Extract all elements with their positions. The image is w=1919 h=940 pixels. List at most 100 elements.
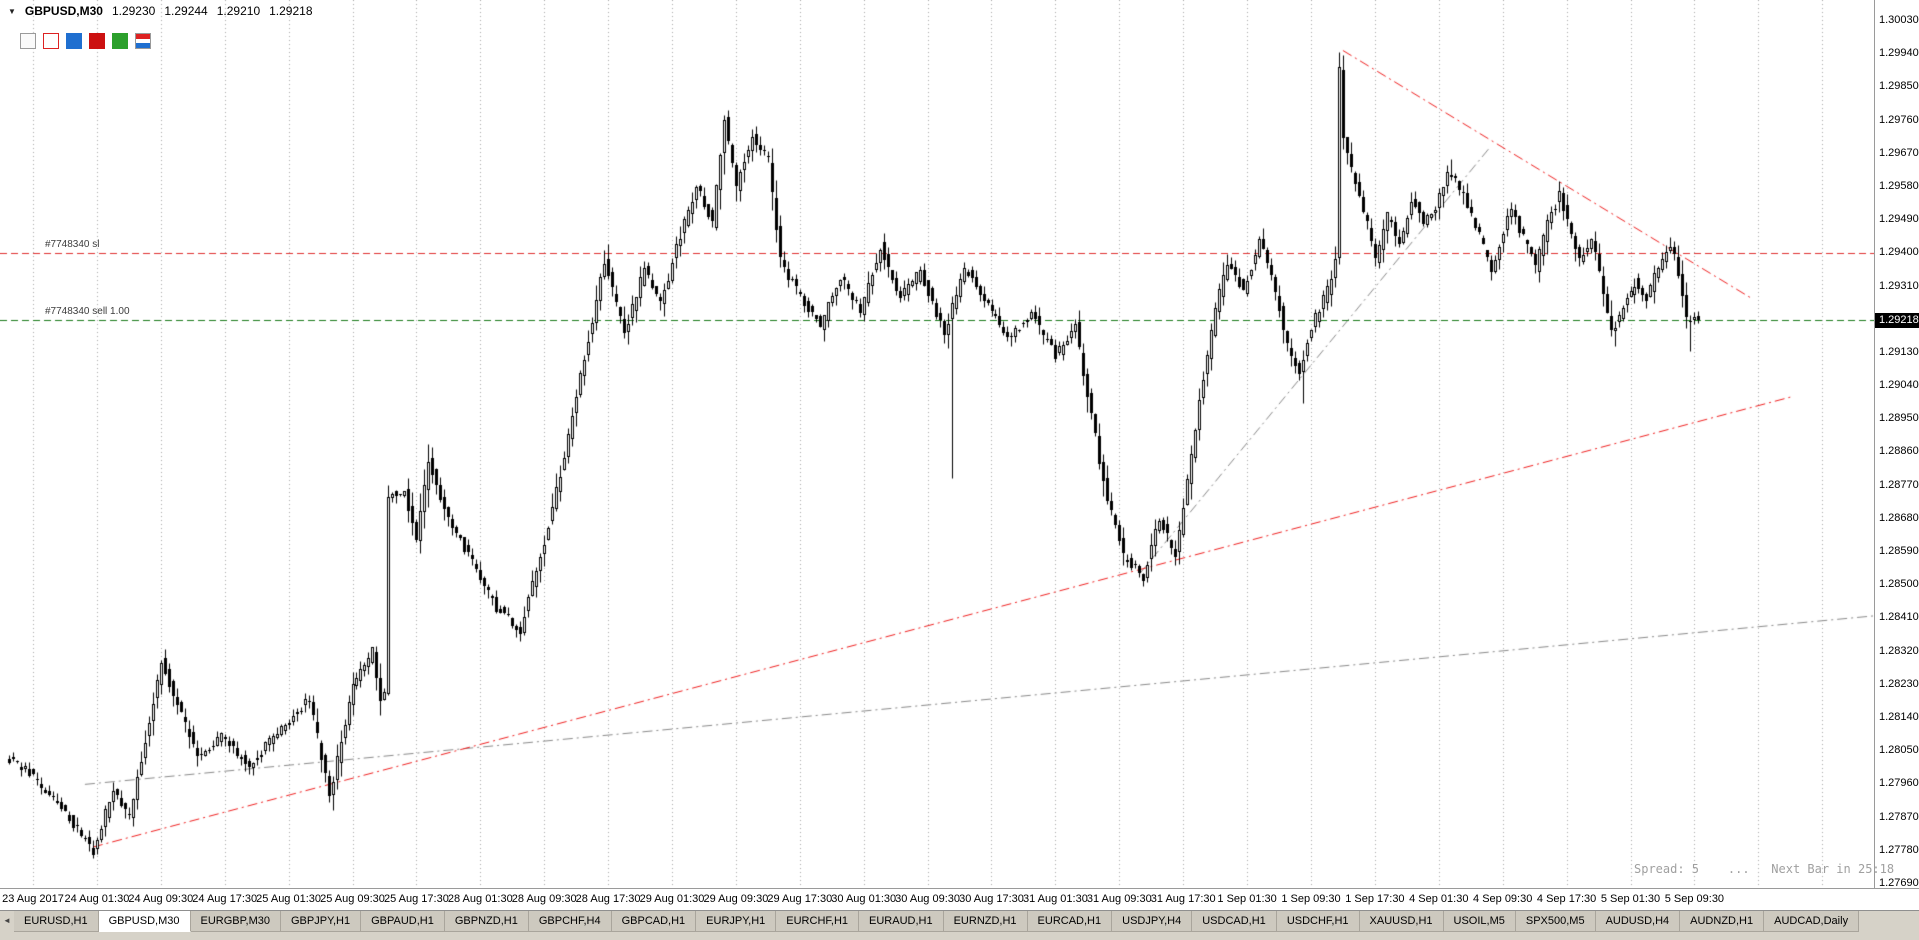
price-axis-label: 1.29580 — [1879, 179, 1919, 192]
price-axis-label: 1.30030 — [1879, 14, 1919, 26]
time-axis-label: 24 Aug 09:30 — [128, 893, 194, 905]
chart-tab[interactable]: AUDUSD,H4 — [1595, 911, 1681, 932]
one-click-trading-toggle[interactable]: ▼ — [8, 6, 16, 16]
time-axis-label: 30 Aug 01:30 — [831, 893, 897, 905]
chart-tabs: EURUSD,H1 GBPUSD,M30 EURGBP,M30 GBPJPY,H1 GB… — [14, 911, 1860, 932]
price-axis-label: 1.29760 — [1879, 113, 1919, 126]
chart-tab[interactable]: GBPJPY,H1 — [281, 911, 362, 932]
swatch-red-outline-icon[interactable] — [43, 33, 59, 49]
chart-tab[interactable]: USDCHF,H1 — [1276, 911, 1360, 932]
price-axis-label: 1.28770 — [1879, 478, 1919, 491]
chart-tab[interactable]: EURCHF,H1 — [776, 911, 860, 932]
ohlc-close-value: 1.29218 — [269, 4, 313, 18]
swatch-blue-icon[interactable] — [66, 33, 82, 49]
chart-tab[interactable]: AUDCAD,Daily — [1764, 911, 1860, 932]
price-axis-label: 1.28950 — [1879, 412, 1919, 425]
flag-stripe — [136, 34, 150, 39]
swatch-red-icon[interactable] — [89, 33, 105, 49]
price-axis-label: 1.29130 — [1879, 345, 1919, 358]
ohlc-high-value: 1.29244 — [164, 4, 208, 18]
time-axis-label: 25 Aug 01:30 — [256, 893, 322, 905]
time-axis-label: 31 Aug 01:30 — [1022, 893, 1088, 905]
chart-tab[interactable]: EURGBP,M30 — [190, 911, 281, 932]
chart-tabs-bar: ◄ EURUSD,H1 GBPUSD,M30 EURGBP,M30 GBPJPY,H1… — [0, 910, 1919, 940]
flag-stripe — [136, 38, 150, 44]
price-axis[interactable]: 1.29218 1.30030 1.29940 1.29850 1.29760 1.29… — [1874, 0, 1919, 889]
time-axis-label: 31 Aug 09:30 — [1086, 893, 1152, 905]
time-axis-label: 5 Sep 09:30 — [1664, 893, 1725, 905]
time-axis-label: 4 Sep 01:30 — [1409, 893, 1469, 905]
time-axis-label: 29 Aug 17:30 — [767, 893, 833, 905]
time-axis-label: 31 Aug 17:30 — [1150, 893, 1216, 905]
time-axis-label: 25 Aug 09:30 — [320, 893, 385, 905]
time-axis-label: 29 Aug 09:30 — [703, 893, 769, 905]
next-bar-countdown: Spread: 5 ... Next Bar in 25:18 — [1634, 862, 1895, 876]
tab-scroll-left-icon[interactable]: ◄ — [3, 916, 11, 925]
chart-tab[interactable]: GBPUSD,M30 — [98, 911, 191, 932]
chart-tab[interactable]: EURJPY,H1 — [696, 911, 777, 932]
price-axis-label: 1.28320 — [1879, 644, 1919, 657]
swatch-green-icon[interactable] — [112, 33, 128, 49]
ohlc-open-value: 1.29230 — [111, 4, 156, 18]
ohlc-low-value: 1.29210 — [216, 4, 261, 18]
time-axis-label: 30 Aug 09:30 — [895, 893, 961, 905]
chart-tab[interactable]: GBPCHF,H4 — [528, 911, 612, 932]
price-axis-label: 1.28590 — [1879, 545, 1919, 558]
price-axis-label: 1.27870 — [1879, 810, 1919, 823]
chart-tab[interactable]: XAUUSD,H1 — [1359, 911, 1444, 932]
price-axis-label: 1.27780 — [1879, 843, 1919, 856]
objects-toolbar — [20, 33, 151, 49]
flag-stripe — [136, 43, 150, 49]
price-axis-label: 1.29040 — [1879, 379, 1919, 392]
chart-tab[interactable]: EURCAD,H1 — [1027, 911, 1113, 932]
chart-canvas[interactable] — [0, 0, 1874, 888]
price-axis-label: 1.28050 — [1879, 744, 1919, 757]
swatch-flag-icon[interactable] — [135, 33, 151, 49]
time-axis-label: 1 Sep 17:30 — [1345, 893, 1405, 905]
price-axis-label: 1.28680 — [1879, 511, 1919, 524]
time-axis-label: 28 Aug 01:30 — [447, 893, 513, 905]
price-axis-label: 1.29850 — [1879, 80, 1919, 93]
time-axis-label: 5 Sep 01:30 — [1600, 893, 1661, 905]
chart-tab[interactable]: GBPAUD,H1 — [361, 911, 445, 932]
time-axis-label: 25 Aug 17:30 — [383, 893, 449, 905]
chart-tab[interactable]: GBPNZD,H1 — [444, 911, 529, 932]
time-axis[interactable]: 23 Aug 2017 24 Aug 01:30 24 Aug 09:30 24 Au… — [0, 888, 1919, 910]
chart-tab[interactable]: USDJPY,H4 — [1112, 911, 1193, 932]
chart-tab[interactable]: USDCAD,H1 — [1192, 911, 1277, 932]
time-axis-label: 1 Sep 01:30 — [1217, 893, 1277, 905]
chart-tab[interactable]: USOIL,M5 — [1443, 911, 1516, 932]
price-axis-label: 1.27960 — [1879, 777, 1919, 790]
time-axis-label: 30 Aug 17:30 — [959, 893, 1024, 905]
chart-tab[interactable]: SPX500,M5 — [1515, 911, 1596, 932]
price-axis-label: 1.29940 — [1879, 47, 1919, 60]
chart-tab[interactable]: AUDNZD,H1 — [1680, 911, 1765, 932]
price-axis-label: 1.27690 — [1879, 876, 1919, 889]
chart-tab[interactable]: GBPCAD,H1 — [611, 911, 697, 932]
price-axis-label: 1.28500 — [1879, 578, 1919, 591]
swatch-white-icon[interactable] — [20, 33, 36, 49]
symbol-info-bar: ▼ GBPUSD,M30 1.29230 1.29244 1.29210 1.2… — [8, 4, 313, 18]
price-axis-label: 1.29310 — [1879, 279, 1919, 292]
time-axis-label: 1 Sep 09:30 — [1281, 893, 1341, 905]
time-axis-label: 24 Aug 17:30 — [192, 893, 258, 905]
price-axis-label: 1.28140 — [1879, 710, 1919, 723]
time-axis-label: 24 Aug 01:30 — [64, 893, 130, 905]
price-axis-label: 1.29670 — [1879, 146, 1919, 159]
price-axis-label: 1.28230 — [1879, 677, 1919, 690]
time-axis-label: 23 Aug 2017 — [2, 893, 64, 905]
time-axis-label: 29 Aug 01:30 — [639, 893, 705, 905]
time-axis-label: 28 Aug 09:30 — [511, 893, 577, 905]
symbol-timeframe-label: GBPUSD,M30 — [24, 4, 103, 18]
current-price-tag: 1.29218 — [1875, 313, 1919, 329]
price-axis-label: 1.28410 — [1879, 611, 1919, 624]
time-axis-label: 4 Sep 09:30 — [1473, 893, 1533, 905]
chart-tab[interactable]: EURAUD,H1 — [859, 911, 944, 932]
time-axis-label: 4 Sep 17:30 — [1536, 893, 1597, 905]
price-axis-label: 1.29400 — [1879, 246, 1919, 259]
price-axis-label: 1.29490 — [1879, 213, 1919, 226]
chart-tab[interactable]: EURUSD,H1 — [14, 911, 99, 932]
time-axis-label: 28 Aug 17:30 — [575, 893, 641, 905]
chart-tab[interactable]: EURNZD,H1 — [943, 911, 1028, 932]
